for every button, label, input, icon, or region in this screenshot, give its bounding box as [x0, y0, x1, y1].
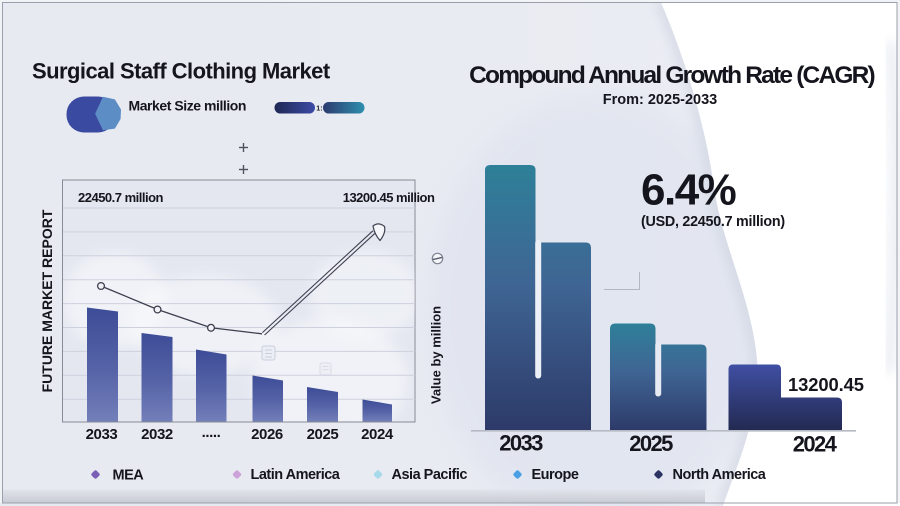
svg-text:MEA: MEA [113, 468, 145, 484]
svg-text:2032: 2032 [141, 426, 173, 443]
svg-text:Europe: Europe [532, 467, 579, 483]
svg-text:Asia Pacific: Asia Pacific [392, 467, 468, 483]
svg-text:13200.45: 13200.45 [788, 374, 864, 395]
svg-text:From: 2025-2033: From: 2025-2033 [603, 92, 717, 108]
svg-text:Market Size million: Market Size million [129, 97, 246, 113]
svg-text:2033: 2033 [499, 431, 543, 456]
svg-text:2024: 2024 [793, 432, 838, 457]
svg-text:Compound Annual Growth Rate (C: Compound Annual Growth Rate (CAGR) [469, 62, 874, 89]
svg-text:FUTURE MARKET REPORT: FUTURE MARKET REPORT [39, 209, 55, 392]
svg-text:.....: ..... [202, 424, 221, 441]
svg-text:North America: North America [673, 467, 767, 483]
svg-text:2025: 2025 [629, 431, 673, 456]
svg-text:2026: 2026 [251, 426, 283, 443]
svg-text:22450.7 million: 22450.7 million [78, 190, 164, 205]
svg-text:2033: 2033 [86, 426, 118, 443]
svg-text:(USD, 22450.7 million): (USD, 22450.7 million) [641, 214, 785, 230]
svg-text:Value by million: Value by million [429, 306, 444, 404]
svg-text:2025: 2025 [307, 426, 339, 443]
svg-text:1:: 1: [316, 106, 322, 113]
svg-text:6.4%: 6.4% [641, 166, 736, 215]
svg-text:13200.45 million: 13200.45 million [343, 190, 435, 205]
svg-text:Latin America: Latin America [251, 467, 341, 483]
svg-text:Surgical Staff Clothing Market: Surgical Staff Clothing Market [32, 59, 331, 84]
svg-text:2024: 2024 [361, 426, 394, 443]
